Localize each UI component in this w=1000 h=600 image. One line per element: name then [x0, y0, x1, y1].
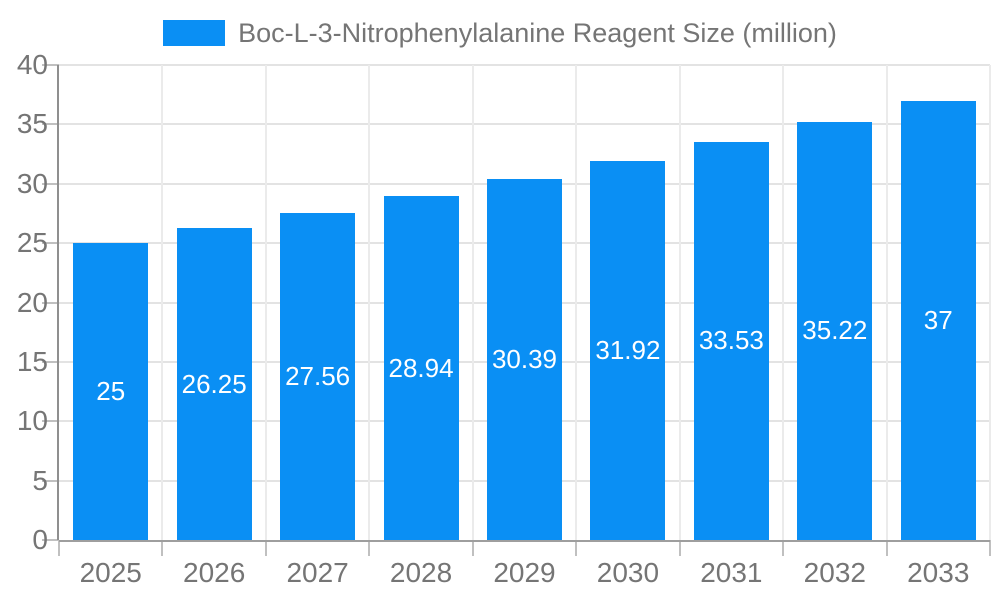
x-axis-tick — [989, 540, 991, 556]
y-axis-tick — [42, 360, 59, 363]
x-axis-tick — [368, 540, 371, 556]
gridline-horizontal — [59, 64, 990, 66]
bar-value-label: 26.25 — [181, 368, 247, 399]
gridline-vertical — [161, 65, 164, 540]
x-tick-label: 2027 — [286, 557, 349, 588]
x-axis-tick — [575, 540, 578, 556]
legend-swatch — [163, 20, 226, 46]
y-tick-label: 5 — [32, 464, 48, 496]
bar: 25 — [73, 243, 149, 540]
gridline-vertical — [885, 65, 888, 540]
bar-value-label: 28.94 — [388, 352, 454, 383]
y-tick-label: 25 — [16, 227, 48, 259]
y-tick-label: 30 — [16, 167, 48, 199]
x-axis-tick — [782, 540, 785, 556]
x-tick-label: 2025 — [79, 557, 142, 588]
bar: 33.53 — [693, 141, 769, 540]
y-tick-label: 20 — [16, 286, 48, 318]
bar-value-label: 33.53 — [698, 325, 764, 356]
x-axis-tick — [471, 540, 474, 556]
y-axis-tick — [42, 301, 59, 304]
x-tick-label: 2030 — [596, 557, 660, 588]
bar: 27.56 — [280, 212, 356, 540]
y-axis-tick — [42, 420, 59, 423]
legend-label: Boc-L-3-Nitrophenylalanine Reagent Size … — [238, 18, 837, 48]
bar-value-label: 37 — [923, 304, 953, 335]
bar: 31.92 — [590, 160, 666, 540]
y-axis-line — [57, 65, 59, 540]
gridline-vertical — [471, 65, 474, 540]
y-tick-label: 35 — [16, 108, 48, 140]
x-axis-line — [59, 540, 990, 542]
x-tick-label: 2031 — [700, 557, 763, 588]
gridline-horizontal — [59, 123, 990, 126]
y-tick-label: 10 — [16, 405, 48, 437]
bar-value-label: 35.22 — [802, 315, 868, 346]
y-axis-tick — [42, 539, 59, 541]
y-axis-tick — [42, 479, 59, 482]
y-tick-label: 40 — [16, 49, 48, 80]
bar-value-label: 25 — [96, 376, 126, 407]
x-axis-tick — [885, 540, 888, 556]
x-axis-tick — [264, 540, 267, 556]
bar: 28.94 — [383, 196, 459, 540]
gridline-vertical — [989, 65, 991, 540]
bar: 35.22 — [797, 121, 873, 540]
bar: 30.39 — [487, 179, 562, 540]
bar-value-label: 31.92 — [595, 334, 661, 365]
bar: 37 — [900, 100, 976, 540]
x-tick-label: 2028 — [389, 557, 453, 588]
bar-value-label: 30.39 — [491, 344, 558, 375]
gridline-vertical — [264, 65, 267, 540]
x-tick-label: 2032 — [803, 557, 866, 588]
gridline-vertical — [575, 65, 578, 540]
gridline-vertical — [678, 65, 681, 540]
y-axis-tick — [42, 242, 59, 245]
y-axis-tick — [42, 182, 59, 185]
chart-legend: Boc-L-3-Nitrophenylalanine Reagent Size … — [0, 16, 1000, 50]
y-tick-label: 15 — [16, 345, 48, 377]
x-tick-label: 2033 — [907, 557, 970, 588]
gridline-vertical — [368, 65, 371, 540]
x-axis-tick — [161, 540, 164, 556]
x-axis-tick — [58, 540, 60, 556]
y-tick-label: 0 — [32, 524, 48, 555]
x-axis-tick — [678, 540, 681, 556]
y-axis-tick — [42, 64, 59, 66]
bar: 26.25 — [176, 228, 252, 540]
y-axis-tick — [42, 123, 59, 126]
bar-value-label: 27.56 — [285, 360, 351, 391]
x-tick-label: 2026 — [183, 557, 246, 588]
x-tick-label: 2029 — [493, 557, 556, 588]
gridline-vertical — [782, 65, 785, 540]
